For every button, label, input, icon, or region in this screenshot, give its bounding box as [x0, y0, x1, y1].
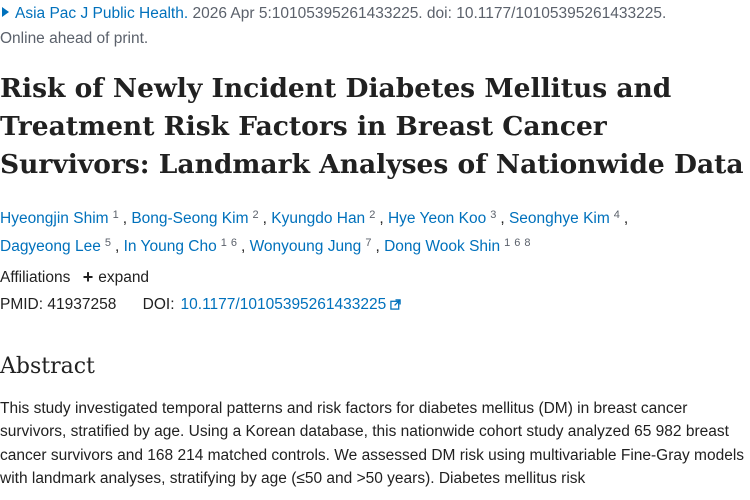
affiliation-numbers: 5 — [105, 237, 115, 249]
pmid-label: PMID: — [0, 296, 44, 313]
author-link[interactable]: Kyungdo Han — [271, 210, 366, 227]
journal-link[interactable]: Asia Pac J Public Health. — [15, 5, 189, 22]
abstract-heading: Abstract — [0, 354, 95, 379]
affiliation-number[interactable]: 6 — [230, 237, 237, 249]
expand-label: expand — [98, 269, 150, 286]
affiliation-numbers: 2 — [369, 209, 379, 221]
author-link[interactable]: Hyeongjin Shim — [0, 210, 109, 227]
affiliation-numbers: 1 — [113, 209, 123, 221]
affiliation-number[interactable]: 8 — [524, 237, 531, 249]
abstract-text: This study investigated temporal pattern… — [0, 400, 745, 487]
affiliation-numbers: 7 — [365, 237, 375, 249]
author-item: Seonghye Kim 4, — [508, 209, 629, 227]
author-link[interactable]: Wonyoung Jung — [249, 238, 362, 255]
affiliation-number[interactable]: 2 — [252, 209, 259, 221]
author-item: Kyungdo Han 2, — [271, 209, 384, 227]
author-item: In Young Cho 1 6, — [123, 237, 246, 255]
publication-status: Online ahead of print. — [0, 30, 149, 47]
affiliation-number[interactable]: 7 — [365, 237, 372, 249]
author-item: Dagyeong Lee 5, — [0, 237, 120, 255]
pmid-value: 41937258 — [47, 296, 117, 313]
affiliation-number[interactable]: 5 — [104, 237, 111, 249]
expand-affiliations-button[interactable]: + expand — [82, 267, 150, 287]
doi-value: 10.1177/10105395261433225 — [180, 296, 387, 313]
affiliation-number[interactable]: 1 — [112, 209, 119, 221]
affiliation-number[interactable]: 3 — [490, 209, 497, 221]
affiliation-numbers: 2 — [253, 209, 263, 221]
author-list: Hyeongjin Shim 1, Bong-Seong Kim 2, Kyungd… — [0, 203, 745, 259]
citation-line: Asia Pac J Public Health. 2026 Apr 5:101… — [0, 4, 666, 24]
author-link[interactable]: Dong Wook Shin — [384, 238, 501, 255]
doi-label: DOI: — [142, 296, 175, 313]
affiliations-label: Affiliations — [0, 269, 71, 286]
author-item: Wonyoung Jung 7, — [249, 237, 380, 255]
author-item: Bong-Seong Kim 2, — [131, 209, 267, 227]
author-item: Hye Yeon Koo 3, — [387, 209, 505, 227]
author-item: Hyeongjin Shim 1, — [0, 209, 127, 227]
triangle-right-icon — [2, 7, 9, 17]
external-link-icon — [390, 299, 401, 310]
plus-icon: + — [82, 267, 94, 287]
affiliation-number[interactable]: 2 — [369, 209, 376, 221]
affiliation-number[interactable]: 4 — [613, 209, 620, 221]
author-link[interactable]: Bong-Seong Kim — [131, 210, 249, 227]
identifiers: PMID: 41937258 DOI: 10.1177/1010539526143… — [0, 295, 401, 315]
affiliation-numbers: 4 — [614, 209, 624, 221]
author-link[interactable]: Seonghye Kim — [508, 210, 610, 227]
affiliations-section: Affiliations + expand — [0, 267, 149, 288]
affiliation-number[interactable]: 1 — [220, 237, 227, 249]
affiliation-number[interactable]: 1 — [504, 237, 511, 249]
article-title: Risk of Newly Incident Diabetes Mellitus… — [0, 73, 744, 180]
author-link[interactable]: Hye Yeon Koo — [387, 210, 487, 227]
doi-link[interactable]: 10.1177/10105395261433225 — [181, 296, 402, 313]
author-link[interactable]: In Young Cho — [123, 238, 217, 255]
author-item: Dong Wook Shin 1 6 8 — [384, 237, 534, 255]
author-link[interactable]: Dagyeong Lee — [0, 238, 101, 255]
affiliation-number[interactable]: 6 — [514, 237, 521, 249]
affiliation-numbers: 3 — [490, 209, 500, 221]
citation-details: 2026 Apr 5:10105395261433225. doi: 10.11… — [188, 5, 667, 22]
